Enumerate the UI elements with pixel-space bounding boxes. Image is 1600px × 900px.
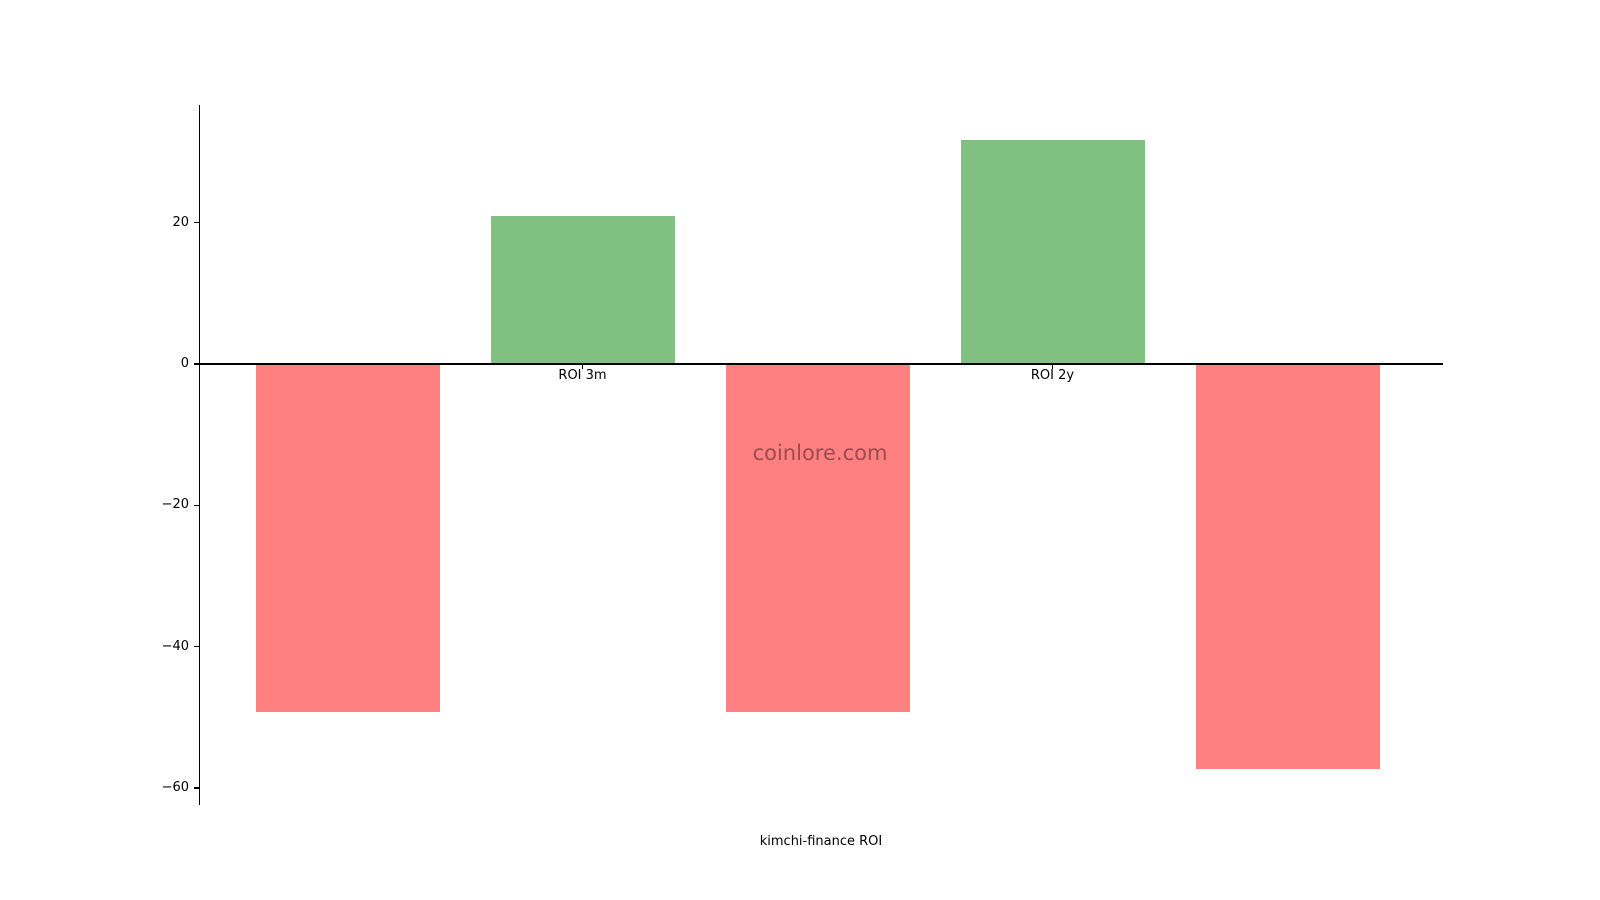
y-tick bbox=[193, 504, 199, 506]
x-axis-zero-line bbox=[200, 363, 1443, 365]
watermark: coinlore.com bbox=[752, 441, 888, 465]
y-axis-spine bbox=[198, 105, 200, 805]
x-tick bbox=[581, 364, 584, 369]
bar bbox=[1195, 364, 1380, 769]
y-tick bbox=[193, 646, 199, 648]
y-tick-label: 0 bbox=[180, 356, 189, 371]
y-tick-label: −60 bbox=[161, 780, 189, 796]
bar bbox=[490, 216, 675, 364]
y-tick bbox=[193, 363, 199, 365]
y-tick bbox=[193, 222, 199, 224]
bar bbox=[960, 139, 1145, 364]
bar bbox=[255, 364, 440, 712]
bar bbox=[725, 364, 910, 712]
x-tick-label: ROI 3m bbox=[558, 368, 607, 383]
x-tick-label: ROI 2y bbox=[1030, 368, 1075, 383]
chart-title: kimchi-finance ROI bbox=[759, 834, 883, 849]
y-tick-label: −20 bbox=[161, 497, 189, 513]
x-tick bbox=[1051, 364, 1054, 369]
y-tick-label: 20 bbox=[172, 214, 189, 230]
y-tick bbox=[193, 787, 199, 789]
y-tick-label: −40 bbox=[161, 638, 189, 654]
